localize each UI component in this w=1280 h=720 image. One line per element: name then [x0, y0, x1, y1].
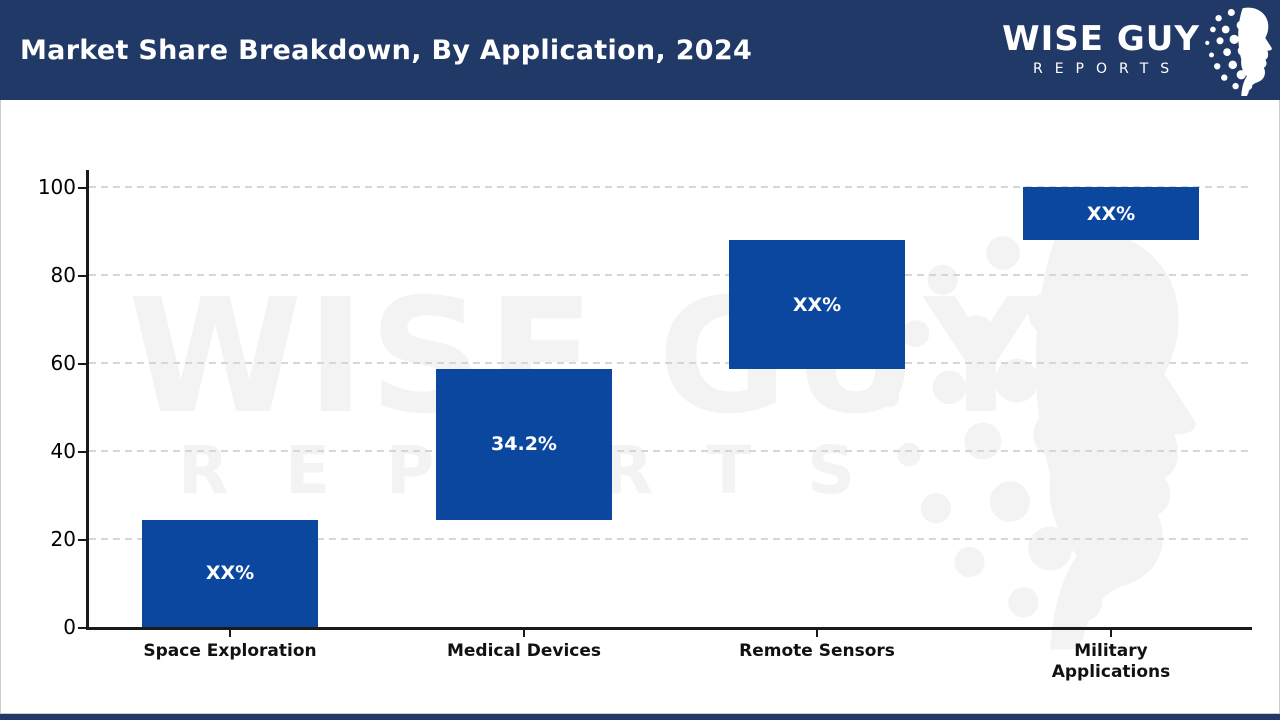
brand-logo-name: WISE GUY: [1002, 19, 1200, 59]
brand-logo-head-icon: [1200, 4, 1274, 96]
y-tick-label: 0: [63, 615, 76, 639]
bar-segment-medical-devices: 34.2%: [436, 369, 612, 520]
x-category-label: Remote Sensors: [739, 641, 895, 661]
y-tick-mark: [78, 275, 86, 277]
y-tick-label: 40: [50, 439, 76, 463]
x-category-label: Medical Devices: [446, 641, 601, 661]
gridline: [89, 186, 1252, 188]
y-tick-label: 100: [37, 175, 76, 199]
left-border: [0, 100, 1, 713]
x-tick-mark: [523, 630, 525, 637]
title-bar: Market Share Breakdown, By Application, …: [0, 0, 1280, 100]
watermark-head-icon: [862, 212, 1198, 650]
bar-segment-space-exploration: XX%: [142, 519, 318, 627]
gridline: [89, 538, 1252, 540]
bar-value-label: 34.2%: [491, 433, 557, 456]
x-tick-mark: [1110, 630, 1112, 637]
chart-title: Market Share Breakdown, By Application, …: [20, 34, 753, 66]
y-tick-label: 60: [50, 351, 76, 375]
bar-value-label: XX%: [205, 562, 255, 585]
y-tick-mark: [78, 627, 86, 629]
x-tick-mark: [229, 630, 231, 637]
x-tick-mark: [816, 630, 818, 637]
x-category-label: Space Exploration: [143, 641, 317, 661]
gridline: [89, 362, 1252, 364]
footer-bar: [0, 714, 1280, 720]
bar-segment-military-applications: XX%: [1023, 187, 1199, 241]
gridline: [89, 274, 1252, 276]
y-tick-mark: [78, 451, 86, 453]
bar-value-label: XX%: [1086, 202, 1136, 225]
bar-value-label: XX%: [792, 293, 842, 316]
y-tick-mark: [78, 539, 86, 541]
x-category-label: Military Applications: [1051, 641, 1171, 682]
bar-segment-remote-sensors: XX%: [729, 240, 905, 370]
y-tick-mark: [78, 187, 86, 189]
x-axis-spine: [86, 627, 1252, 630]
brand-logo-subtitle: REPORTS: [1032, 61, 1182, 77]
y-tick-label: 20: [50, 527, 76, 551]
brand-logo: WISE GUY REPORTS: [1002, 20, 1200, 77]
gridline: [89, 450, 1252, 452]
y-tick-label: 80: [50, 263, 76, 287]
bottom-border: [0, 713, 1280, 714]
y-tick-mark: [78, 363, 86, 365]
y-axis-spine: [86, 170, 89, 630]
